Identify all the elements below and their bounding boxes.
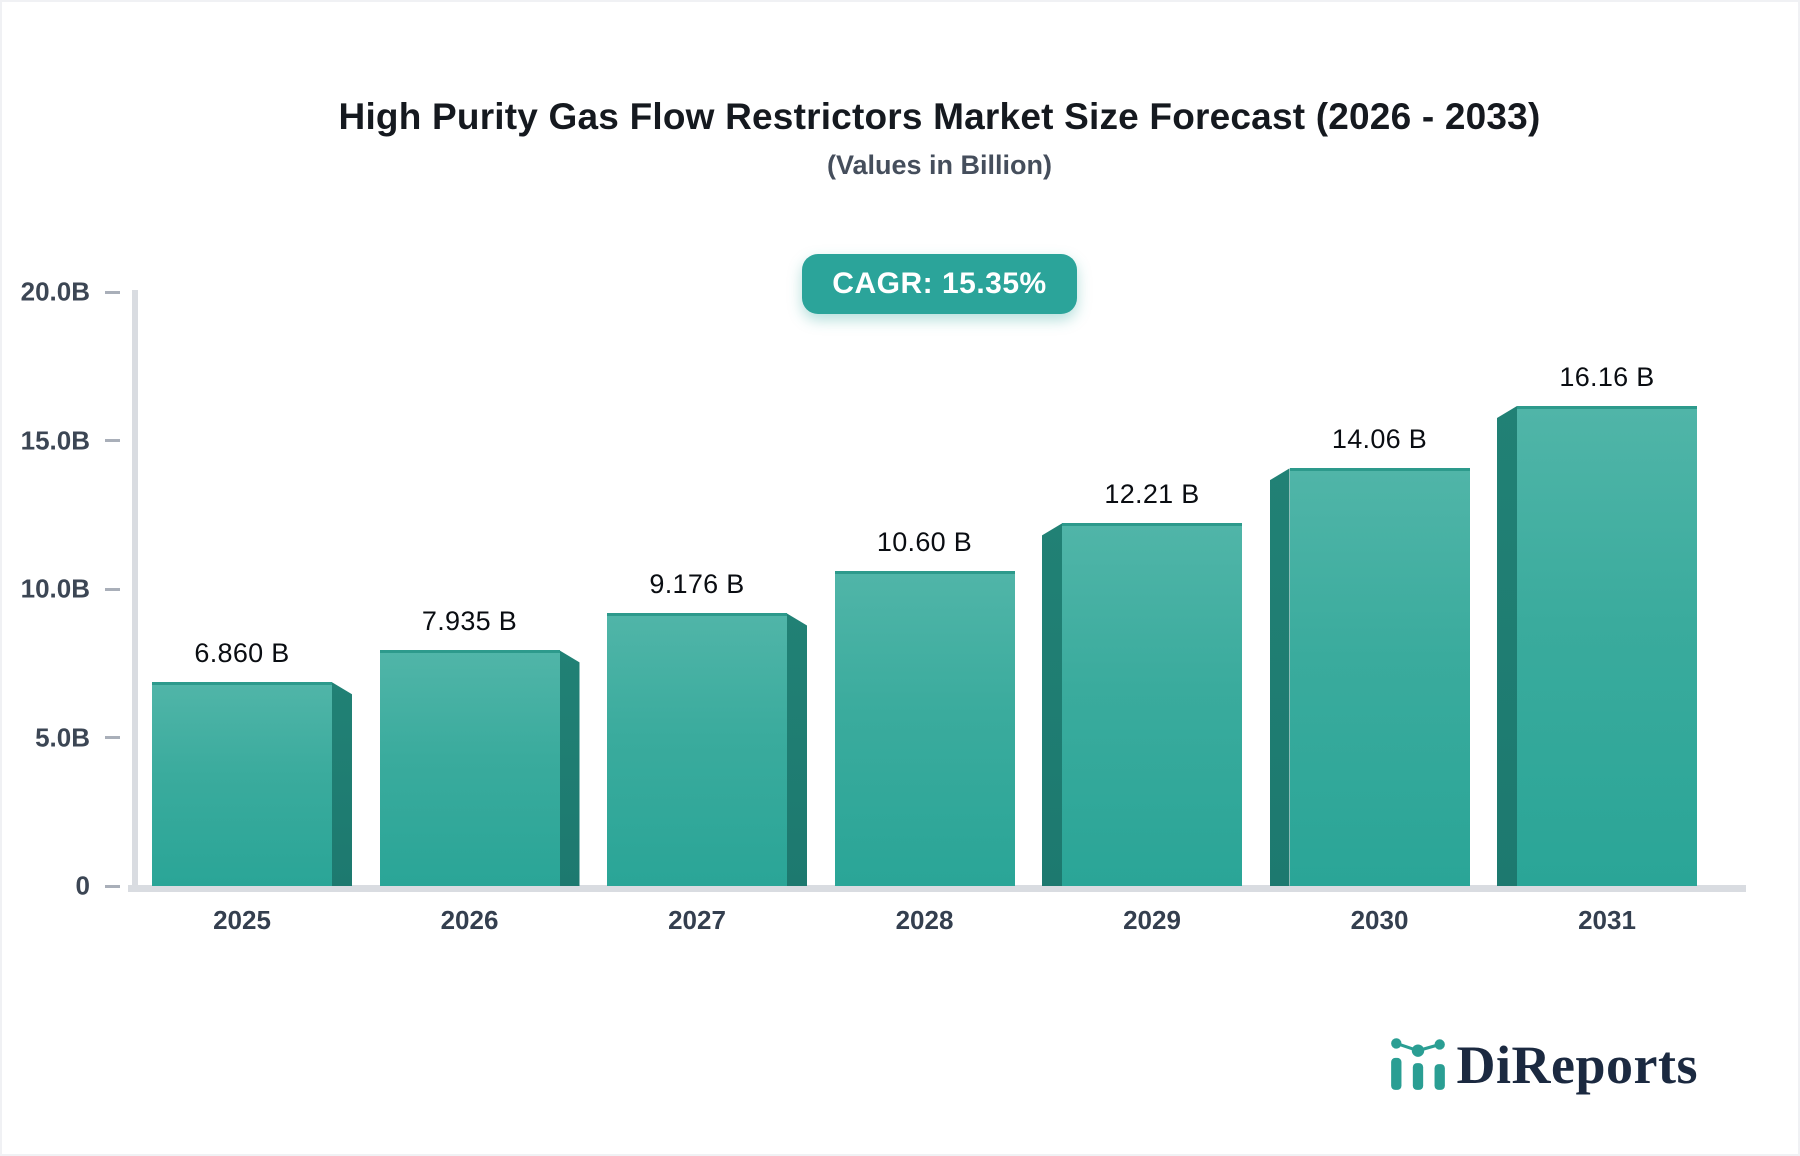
y-tick-label-0: 0: [75, 870, 90, 901]
x-axis-label-2027: 2027: [668, 905, 726, 935]
y-tick-5.0B: [105, 736, 120, 739]
y-tick-20.0B: [105, 290, 120, 294]
logo-text: DiReports: [1456, 1035, 1698, 1095]
value-label-2027: 9.176 B: [649, 569, 745, 600]
bar-side-2030: [1269, 468, 1290, 886]
bar-2028: [834, 571, 1015, 886]
chart-subtitle: (Values in Billion): [826, 150, 1053, 180]
bar-2026: [379, 650, 560, 886]
y-tick-label-15.0B: 15.0B: [20, 425, 90, 455]
chart-title: High Purity Gas Flow Restrictors Market …: [338, 96, 1541, 137]
cagr-badge: CAGR: 15.35%: [802, 254, 1077, 314]
y-tick-label-20.0B: 20.0B: [20, 276, 90, 307]
direports-logo: DiReports: [1387, 1030, 1698, 1092]
bar-side-2027: [787, 613, 807, 886]
y-tick-0: [105, 884, 120, 888]
y-tick-label-10.0B: 10.0B: [20, 573, 90, 604]
bar-side-2026: [559, 650, 580, 886]
bar-2030: [1289, 468, 1470, 886]
bar-side-2025: [332, 682, 352, 886]
y-axis-line: [132, 290, 138, 891]
cagr-badge-container: CAGR: 15.35%: [132, 254, 1747, 314]
x-axis-label-2025: 2025: [213, 905, 271, 935]
bar-2025: [152, 682, 332, 886]
bar-2027: [607, 613, 787, 886]
x-axis-line: [128, 885, 1746, 892]
value-label-2030: 14.06 B: [1331, 424, 1428, 455]
mini-bar-line-chart-icon: [1390, 1038, 1445, 1090]
bar-2031: [1517, 406, 1697, 886]
bar-2029: [1062, 523, 1242, 886]
value-label-2025: 6.860 B: [194, 638, 290, 669]
value-label-2026: 7.935 B: [421, 606, 518, 637]
x-axis-label-2031: 2031: [1578, 905, 1636, 935]
bar-side-2031: [1497, 406, 1517, 886]
x-axis-label-2029: 2029: [1123, 905, 1181, 935]
x-axis-label-2026: 2026: [440, 905, 499, 935]
bar-side-2029: [1042, 523, 1062, 886]
y-tick-10.0B: [105, 587, 120, 591]
x-axis-label-2030: 2030: [1350, 905, 1409, 935]
value-label-2028: 10.60 B: [876, 527, 973, 558]
y-tick-15.0B: [105, 439, 120, 442]
x-axis-label-2028: 2028: [895, 905, 954, 935]
value-label-2031: 16.16 B: [1559, 362, 1655, 393]
y-tick-label-5.0B: 5.0B: [35, 722, 90, 752]
value-label-2029: 12.21 B: [1104, 479, 1200, 510]
